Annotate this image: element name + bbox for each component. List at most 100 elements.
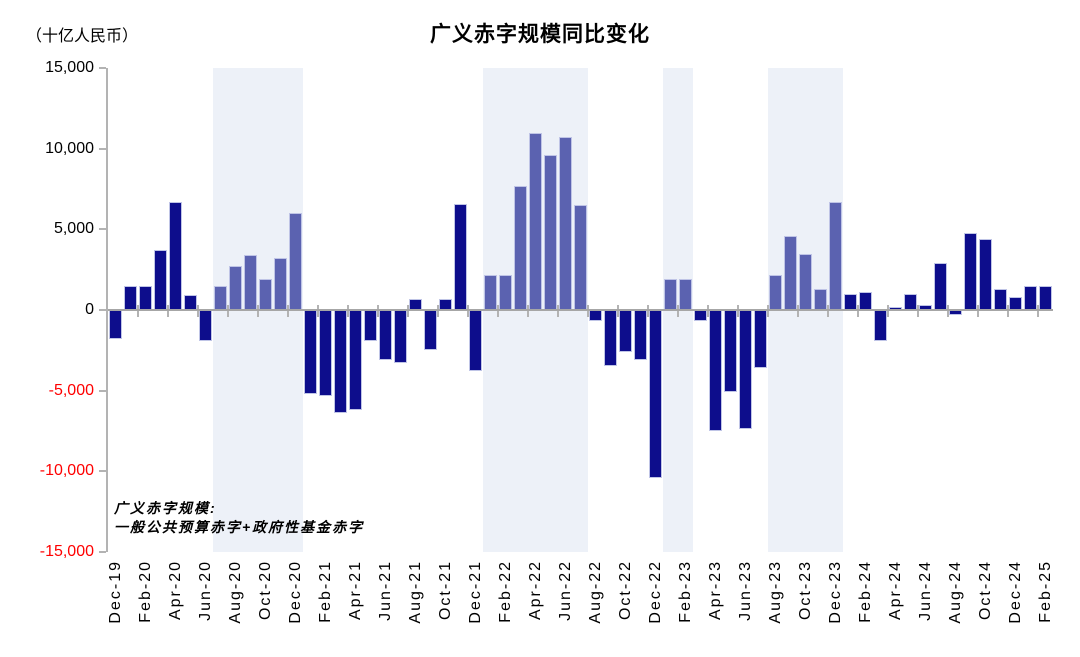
y-tick-label: 10,000 [45,139,94,157]
x-axis-tick [797,305,799,317]
bar-Apr-22 [529,132,542,310]
y-axis-tick [99,389,106,392]
bar-Sep-23 [784,235,797,310]
x-axis-tick [857,305,859,317]
x-tick-label: Jun-21 [376,560,394,621]
annotation-line-1: 广义赤字规模: [114,500,217,516]
x-tick-label: Jun-24 [916,560,934,621]
x-tick-label: Feb-24 [856,560,874,623]
x-tick-label: Aug-20 [226,560,244,624]
x-axis-tick [137,305,139,317]
bar-Nov-20 [274,258,287,310]
bar-May-23 [724,310,737,393]
annotation-note: 广义赤字规模: 一般公共预算赤字+政府性基金赤字 [114,499,364,537]
bar-Jul-22 [574,205,587,310]
x-axis-tick [767,305,769,317]
x-tick-label: Oct-23 [796,560,814,621]
bar-Feb-22 [499,274,512,310]
x-axis-tick [167,305,169,317]
bar-Oct-23 [799,253,812,310]
y-tick-label: 15,000 [45,59,94,76]
bar-Jul-24 [934,263,947,310]
x-tick-label: Feb-22 [496,560,514,623]
bar-May-24 [904,293,917,310]
x-axis-tick [707,305,709,317]
x-tick-label: Dec-23 [826,560,844,624]
x-tick-label: Aug-21 [406,560,424,624]
x-axis-tick [227,305,229,317]
bar-Dec-21 [469,310,482,372]
x-tick-label: Apr-21 [346,560,364,621]
x-axis-tick [347,305,349,317]
x-tick-label: Oct-22 [616,560,634,621]
y-axis-tick [99,228,106,231]
bar-Jan-21 [304,310,317,394]
y-tick-label: 5,000 [53,220,94,238]
x-tick-label: Apr-22 [526,560,544,621]
x-tick-label: Oct-24 [976,560,994,621]
x-tick-label: Dec-20 [286,560,304,624]
x-axis-tick [887,305,889,317]
bar-Feb-21 [319,310,332,396]
bar-Jul-21 [394,310,407,364]
chart-title: 广义赤字规模同比变化 [430,23,650,46]
x-axis-tick [557,305,559,317]
x-tick-label: Dec-21 [466,560,484,624]
annotation-line-2: 一般公共预算赤字+政府性基金赤字 [114,519,365,535]
bar-Sep-24 [964,232,977,310]
x-axis-tick [677,305,679,317]
x-axis-tick [197,305,199,317]
bar-Nov-23 [814,289,827,310]
x-tick-label: Aug-22 [586,560,604,624]
y-axis-tick [99,551,106,553]
bar-Oct-22 [619,310,632,352]
bar-Jan-25 [1024,285,1037,310]
x-tick-label: Feb-20 [136,560,154,623]
bar-Oct-20 [259,279,272,310]
bar-Apr-20 [169,201,182,310]
x-axis-tick [617,305,619,317]
bar-Nov-22 [634,310,647,360]
bar-Feb-20 [139,285,152,310]
bar-Mar-21 [334,310,347,414]
x-tick-label: Aug-24 [946,560,964,624]
bar-Dec-20 [289,213,302,310]
bar-Apr-23 [709,310,722,431]
x-tick-label: Aug-23 [766,560,784,624]
x-tick-label: Oct-21 [436,560,454,621]
x-tick-label: Oct-20 [256,560,274,621]
bar-Jan-23 [664,279,677,310]
x-tick-label: Dec-22 [646,560,664,624]
bar-Jun-23 [739,310,752,430]
bar-Dec-23 [829,201,842,310]
x-axis-tick [917,305,919,317]
y-tick-label: 0 [85,301,94,318]
bar-Sep-22 [604,310,617,367]
bar-Jan-22 [484,274,497,310]
x-axis-tick [737,305,739,317]
bar-Nov-24 [994,289,1007,310]
x-axis-tick [497,305,499,317]
x-axis-tick [437,305,439,317]
x-tick-label: Dec-19 [106,560,124,624]
x-axis-tick [407,305,409,317]
y-axis-tick [99,309,106,311]
y-axis-tick [99,67,106,69]
bar-Sep-20 [244,255,257,310]
bar-Dec-22 [649,310,662,478]
y-axis-tick [99,147,106,150]
bar-Jan-24 [844,293,857,310]
x-tick-label: Jun-20 [196,560,214,621]
y-axis-tick [99,470,106,473]
bar-Apr-21 [349,310,362,411]
x-tick-label: Apr-24 [886,560,904,621]
x-tick-label: Feb-25 [1036,560,1054,623]
bar-Jun-22 [559,137,572,310]
y-axis-unit-label: （十亿人民币） [26,28,139,45]
bar-Aug-20 [229,266,242,310]
x-axis-tick [527,305,529,317]
bar-Jun-20 [199,310,212,341]
bar-Feb-24 [859,292,872,310]
